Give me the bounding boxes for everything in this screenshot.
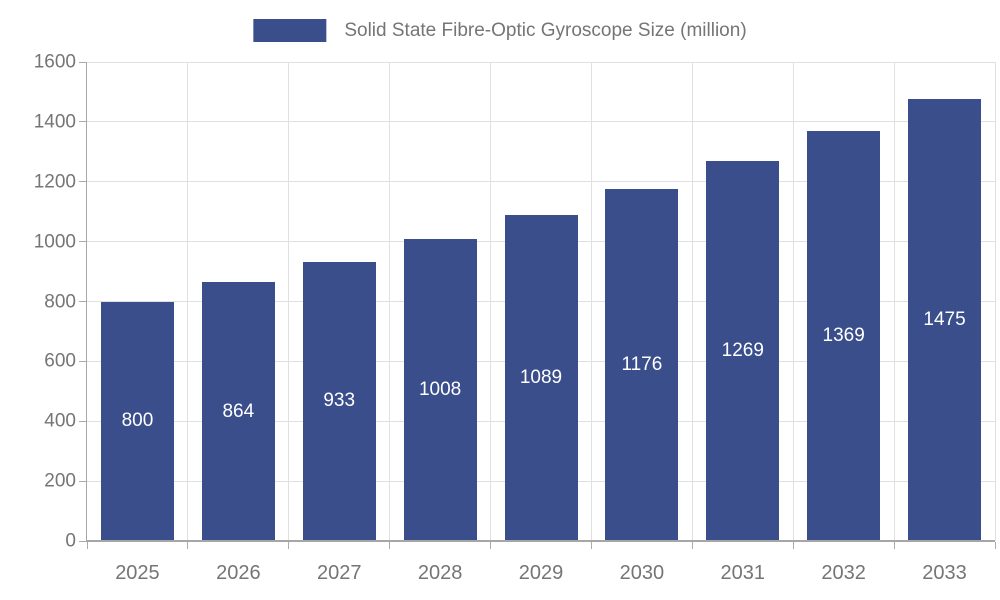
x-axis-category-label: 2029 xyxy=(518,562,564,584)
y-axis-tick-label: 1400 xyxy=(33,111,76,133)
y-axis-tick-label: 1600 xyxy=(33,51,76,73)
x-axis-category-label: 2031 xyxy=(720,562,766,584)
y-axis-tick-label: 1200 xyxy=(33,171,76,193)
y-axis-line xyxy=(86,62,87,542)
h-gridline xyxy=(87,121,995,123)
y-axis-tick xyxy=(79,61,86,63)
legend-label: Solid State Fibre-Optic Gyroscope Size (… xyxy=(344,19,747,41)
v-gridline xyxy=(691,62,693,541)
bar-value-label: 800 xyxy=(121,410,154,432)
y-axis-tick-label: 600 xyxy=(44,350,76,372)
v-gridline xyxy=(893,62,895,541)
x-axis-tick xyxy=(994,542,996,549)
y-axis-tick xyxy=(79,301,86,302)
bar-value-label: 1269 xyxy=(721,340,764,362)
h-gridline xyxy=(87,61,995,63)
x-axis-category-label: 2030 xyxy=(619,562,665,584)
bar-value-label: 933 xyxy=(323,390,356,412)
h-gridline xyxy=(87,181,995,183)
x-axis-tick xyxy=(490,542,492,549)
bar[interactable] xyxy=(706,161,780,541)
v-gridline xyxy=(389,62,391,541)
legend-swatch xyxy=(253,19,327,42)
y-axis-tick-label: 800 xyxy=(44,291,76,312)
bar[interactable] xyxy=(908,99,982,541)
x-axis-tick xyxy=(389,542,391,549)
y-axis-tick-label: 0 xyxy=(65,530,76,552)
bar[interactable] xyxy=(302,261,376,541)
x-axis-tick xyxy=(590,542,592,549)
x-axis-tick xyxy=(792,542,794,549)
y-axis-tick xyxy=(79,360,86,362)
bar-value-label: 1475 xyxy=(923,309,966,331)
x-axis-category-label: 2026 xyxy=(216,562,261,584)
x-axis-tick xyxy=(893,542,895,549)
x-axis-category-label: 2033 xyxy=(922,562,967,584)
bar-value-label: 1089 xyxy=(519,366,563,388)
y-axis-tick xyxy=(79,480,86,482)
x-axis-tick xyxy=(187,542,189,549)
y-axis-tick xyxy=(79,181,86,183)
bar-value-label: 1369 xyxy=(822,325,865,347)
x-axis-tick xyxy=(288,542,290,549)
bar-value-label: 864 xyxy=(222,400,255,422)
x-axis-tick xyxy=(691,542,693,549)
v-gridline xyxy=(792,62,794,541)
bar[interactable] xyxy=(201,282,275,541)
bar[interactable] xyxy=(403,239,477,541)
bar[interactable] xyxy=(605,188,679,541)
bar-value-label: 1176 xyxy=(621,353,663,375)
bar[interactable] xyxy=(100,301,174,541)
y-axis-tick-label: 200 xyxy=(44,470,76,492)
y-axis-tick xyxy=(79,241,86,243)
legend-item[interactable]: Solid State Fibre-Optic Gyroscope Size (… xyxy=(253,19,747,42)
v-gridline xyxy=(288,62,290,541)
y-axis-tick xyxy=(79,121,86,123)
v-gridline xyxy=(994,62,996,541)
v-gridline xyxy=(490,62,492,541)
x-axis-category-label: 2028 xyxy=(417,562,463,584)
y-axis-tick-label: 400 xyxy=(44,410,76,432)
y-axis-tick xyxy=(79,540,86,542)
y-axis-tick-label: 1000 xyxy=(33,231,76,253)
x-axis-category-label: 2025 xyxy=(115,562,160,584)
bar[interactable] xyxy=(807,131,881,541)
bar[interactable] xyxy=(504,214,578,541)
y-axis-tick xyxy=(79,420,86,422)
x-axis-tick xyxy=(86,542,88,549)
x-axis-category-label: 2027 xyxy=(316,562,362,584)
bar-value-label: 1008 xyxy=(418,379,462,401)
x-axis-line xyxy=(86,540,995,542)
v-gridline xyxy=(187,62,189,541)
v-gridline xyxy=(590,62,592,541)
x-axis-category-label: 2032 xyxy=(821,562,866,584)
